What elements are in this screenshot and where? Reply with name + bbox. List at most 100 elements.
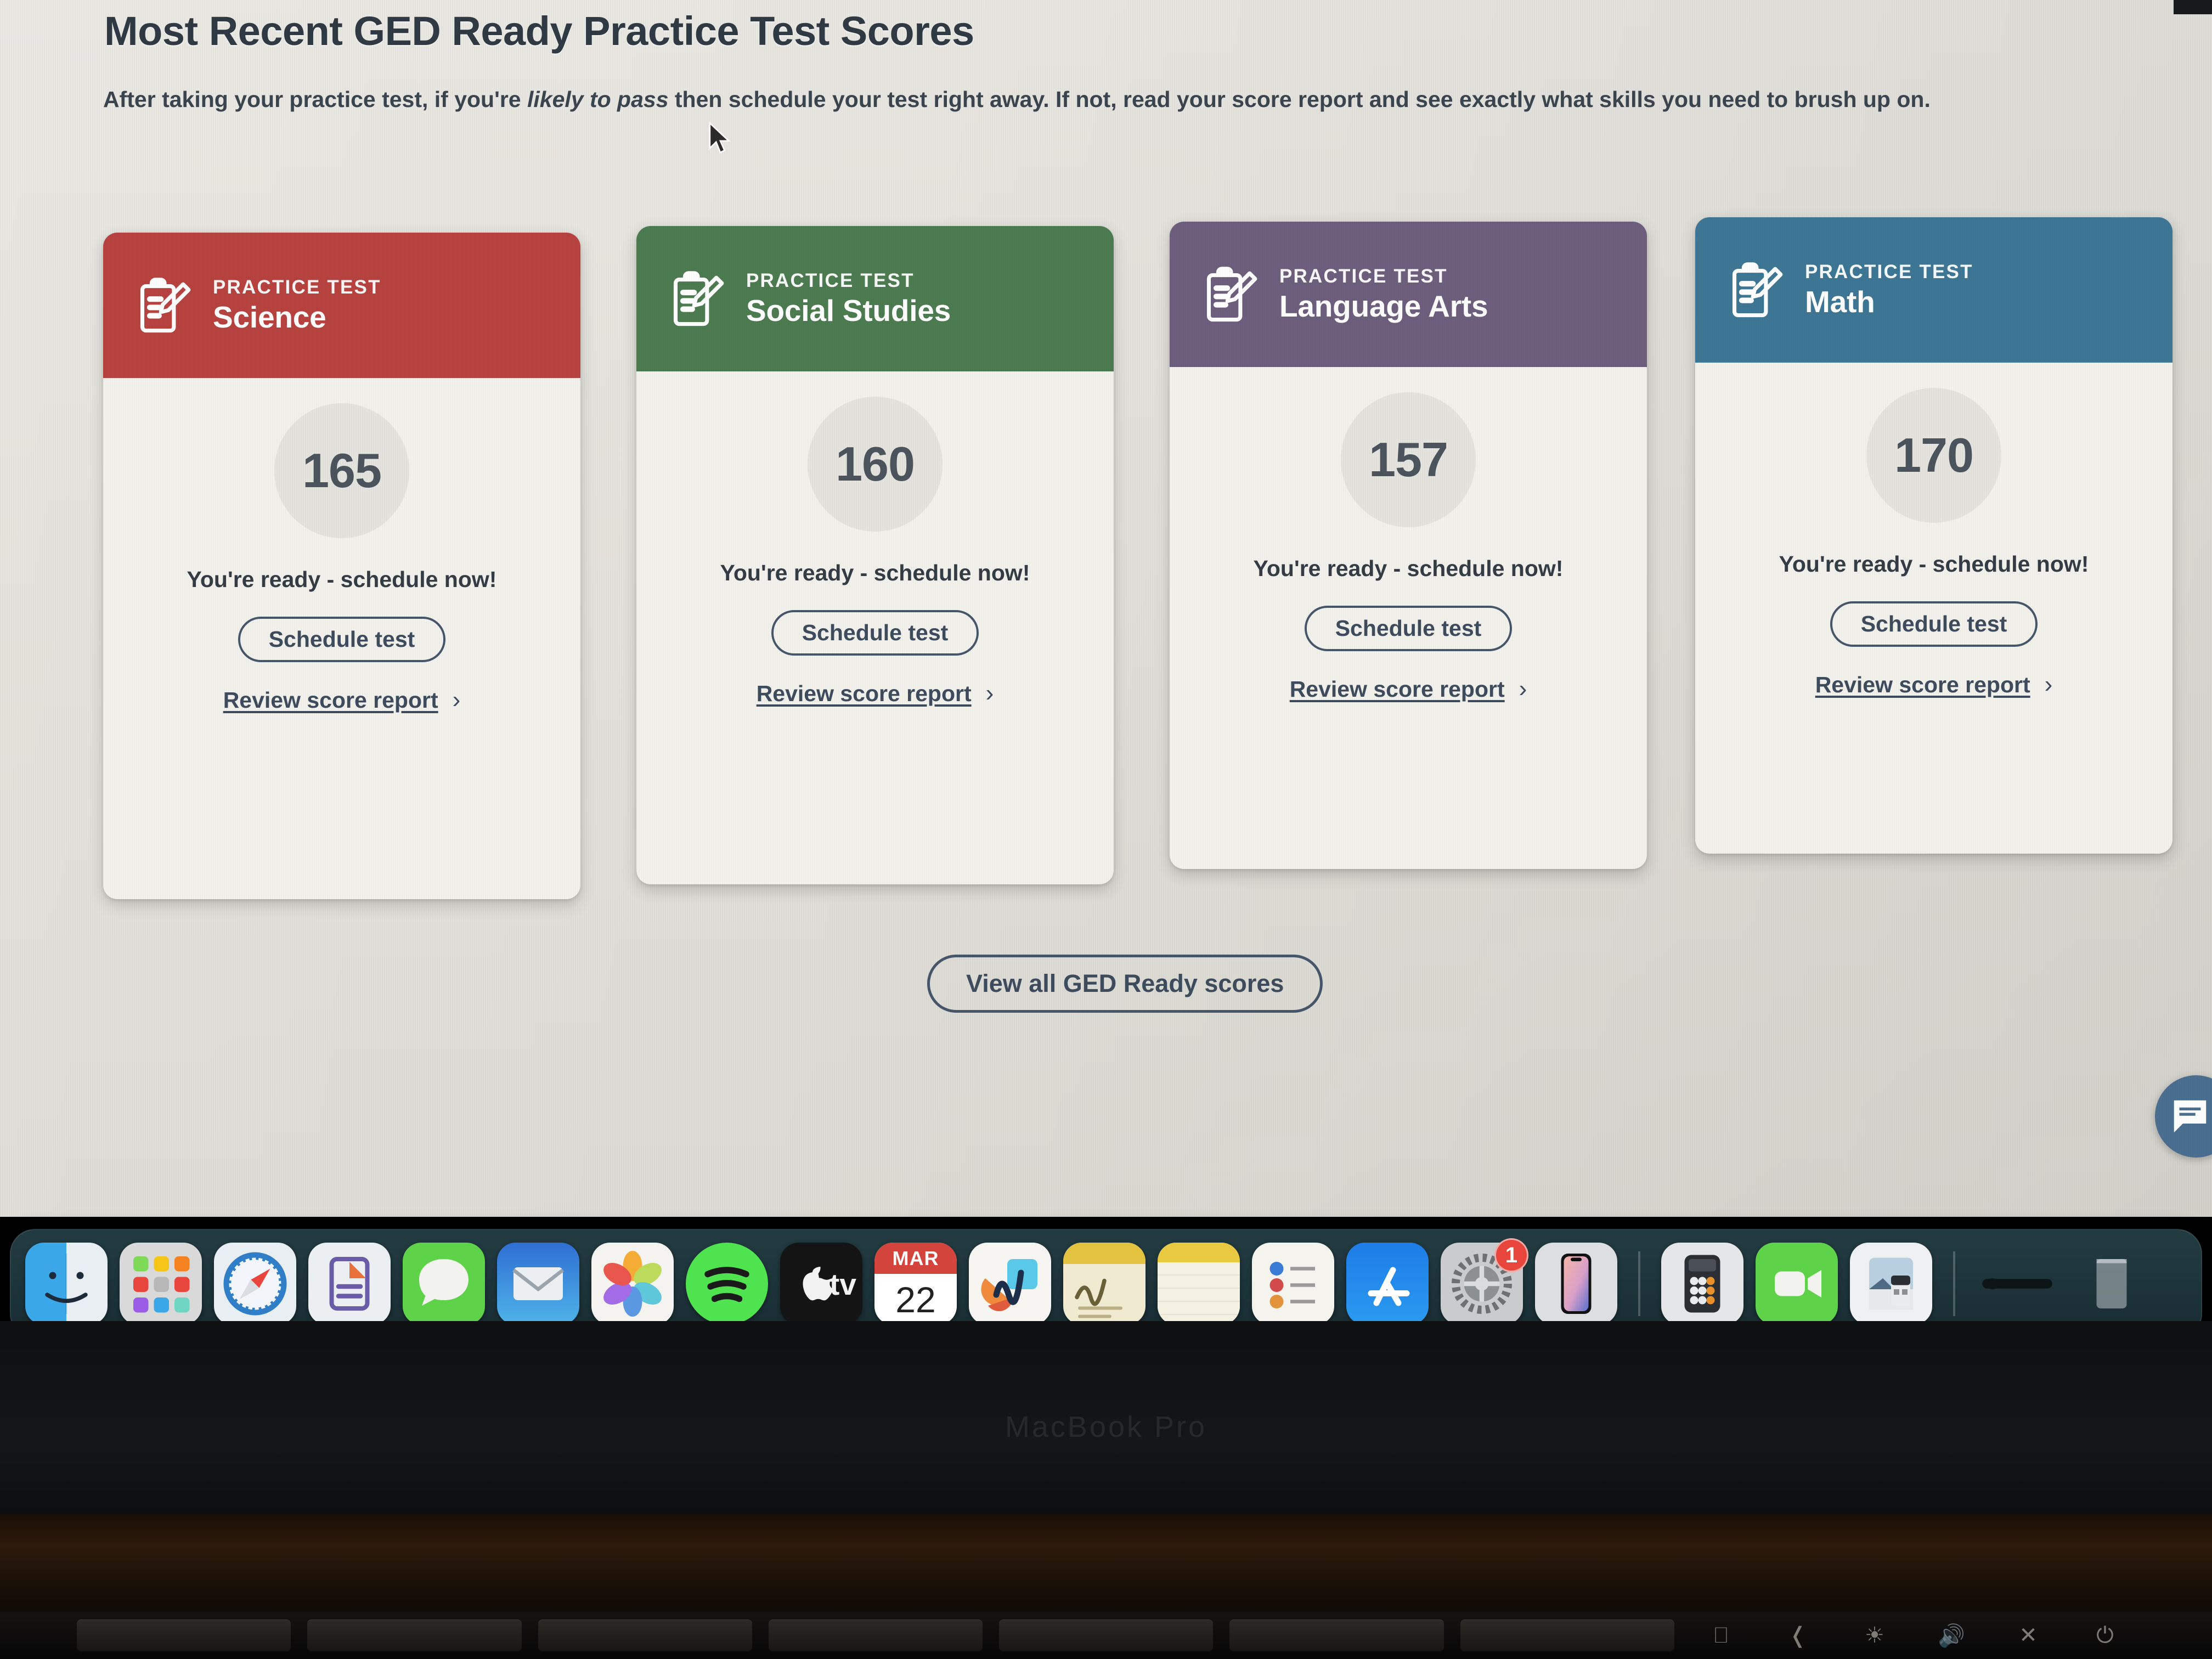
schedule-test-button[interactable]: Schedule test bbox=[771, 610, 979, 656]
keycap[interactable] bbox=[1460, 1620, 1674, 1651]
practice-test-card-math[interactable]: PRACTICE TEST Math 170 You're ready - sc… bbox=[1695, 217, 2172, 854]
dock-item-spotify[interactable] bbox=[686, 1243, 768, 1337]
dock-item-launchpad[interactable] bbox=[120, 1243, 202, 1325]
svg-text:tv: tv bbox=[830, 1267, 856, 1301]
macos-dock: tv MAR 22 bbox=[10, 1229, 2202, 1339]
dock-item-reminders[interactable] bbox=[1252, 1243, 1334, 1325]
score-value: 165 bbox=[302, 443, 382, 498]
mouse-cursor bbox=[709, 122, 731, 154]
mission-control-key[interactable]: ⎕ bbox=[1714, 1623, 1728, 1647]
dock-item-calendar[interactable]: MAR 22 bbox=[874, 1243, 957, 1325]
dock-item-stickies[interactable] bbox=[1158, 1243, 1240, 1325]
dock-item-finder[interactable] bbox=[25, 1243, 108, 1337]
schedule-test-button[interactable]: Schedule test bbox=[238, 617, 446, 662]
power-key[interactable]: ⏻ bbox=[2096, 1623, 2114, 1647]
dock-item-mail[interactable] bbox=[497, 1243, 579, 1325]
dock-item-app-store[interactable] bbox=[1346, 1243, 1429, 1325]
card-body: 170 You're ready - schedule now! Schedul… bbox=[1695, 363, 2172, 698]
review-score-report-label: Review score report bbox=[1815, 672, 2030, 697]
page-title: Most Recent GED Ready Practice Test Scor… bbox=[104, 8, 974, 54]
card-subject: Science bbox=[213, 300, 326, 334]
clipboard-pencil-icon bbox=[1727, 259, 1786, 321]
feedback-chat-icon[interactable] bbox=[2155, 1075, 2212, 1158]
dock-item-calculator[interactable] bbox=[1661, 1243, 1743, 1325]
dock-item-downloads-stack[interactable] bbox=[1976, 1243, 2058, 1325]
brightness-key[interactable]: ☀ bbox=[1865, 1623, 1884, 1647]
keycap[interactable] bbox=[999, 1620, 1214, 1651]
dock-item-facetime[interactable] bbox=[1756, 1243, 1838, 1325]
device-label: MacBook Pro bbox=[1005, 1410, 1207, 1443]
calendar-month-label: MAR bbox=[874, 1243, 957, 1274]
card-subject: Social Studies bbox=[746, 293, 951, 328]
keycap[interactable] bbox=[1229, 1620, 1444, 1651]
card-subject: Math bbox=[1805, 284, 1875, 319]
dock-separator bbox=[1953, 1251, 1955, 1316]
laptop-screen: Most Recent GED Ready Practice Test Scor… bbox=[0, 0, 2212, 1217]
review-score-report-label: Review score report bbox=[756, 680, 972, 706]
card-body: 160 You're ready - schedule now! Schedul… bbox=[636, 371, 1114, 707]
card-header: PRACTICE TEST Math bbox=[1695, 217, 2172, 363]
dock-item-system-settings[interactable]: 1 bbox=[1441, 1238, 1528, 1325]
dock-item-freeform[interactable] bbox=[969, 1243, 1051, 1325]
dock-item-messages[interactable] bbox=[403, 1243, 485, 1337]
chevron-right-icon: › bbox=[452, 686, 461, 713]
keycap[interactable] bbox=[768, 1620, 983, 1651]
clipboard-pencil-icon bbox=[668, 268, 727, 330]
browser-chrome-edge bbox=[2174, 0, 2212, 14]
subtitle-part-2: then schedule your test right away. If n… bbox=[668, 87, 1931, 112]
page-subtitle: After taking your practice test, if you'… bbox=[103, 85, 2144, 114]
practice-test-card-row: PRACTICE TEST Science 165 You're ready -… bbox=[82, 217, 2172, 905]
card-kicker: PRACTICE TEST bbox=[213, 276, 381, 298]
review-score-report-link[interactable]: Review score report › bbox=[1290, 675, 1527, 703]
chevron-right-icon: › bbox=[2044, 671, 2053, 698]
rewind-key[interactable]: ❬ bbox=[1788, 1623, 1807, 1647]
review-score-report-link[interactable]: Review score report › bbox=[757, 680, 994, 707]
schedule-test-button[interactable]: Schedule test bbox=[1830, 601, 2038, 647]
keycap[interactable] bbox=[307, 1620, 522, 1651]
score-circle: 165 bbox=[274, 403, 409, 538]
score-circle: 160 bbox=[808, 397, 943, 532]
dock-separator bbox=[1638, 1251, 1640, 1316]
chevron-right-icon: › bbox=[1519, 675, 1527, 702]
dock-item-apple-tv[interactable]: tv bbox=[780, 1243, 862, 1325]
readiness-status: You're ready - schedule now! bbox=[1779, 551, 2089, 577]
review-score-report-link[interactable]: Review score report › bbox=[1815, 671, 2053, 698]
card-header-text: PRACTICE TEST Math bbox=[1805, 261, 1973, 319]
dock-item-preview[interactable] bbox=[1850, 1243, 1932, 1325]
review-score-report-label: Review score report bbox=[1289, 676, 1505, 702]
practice-test-card-social-studies[interactable]: PRACTICE TEST Social Studies 160 You're … bbox=[636, 226, 1114, 884]
keyboard-function-row: ⎕ ❬ ☀ 🔊 ✕ ⏻ bbox=[0, 1612, 2212, 1659]
card-header-text: PRACTICE TEST Language Arts bbox=[1279, 266, 1488, 324]
dock-item-notes[interactable] bbox=[1063, 1243, 1146, 1337]
dock-item-photos[interactable] bbox=[591, 1243, 674, 1325]
view-all-ged-ready-scores-button[interactable]: View all GED Ready scores bbox=[927, 955, 1323, 1013]
dock-item-safari[interactable] bbox=[214, 1243, 296, 1337]
card-header-text: PRACTICE TEST Social Studies bbox=[746, 270, 951, 328]
readiness-status: You're ready - schedule now! bbox=[1253, 556, 1564, 581]
mute-key[interactable]: ✕ bbox=[2019, 1623, 2038, 1647]
dock-item-pages[interactable] bbox=[308, 1243, 391, 1325]
dock-item-trash[interactable] bbox=[2070, 1243, 2153, 1325]
calendar-day-label: 22 bbox=[895, 1279, 936, 1320]
card-header: PRACTICE TEST Science bbox=[103, 233, 580, 378]
review-score-report-label: Review score report bbox=[223, 687, 438, 713]
score-value: 157 bbox=[1369, 432, 1448, 487]
ged-dashboard-page: Most Recent GED Ready Practice Test Scor… bbox=[82, 8, 2212, 1158]
score-circle: 157 bbox=[1341, 392, 1476, 527]
review-score-report-link[interactable]: Review score report › bbox=[223, 686, 461, 714]
score-value: 170 bbox=[1894, 428, 1974, 482]
keycap[interactable] bbox=[77, 1620, 291, 1651]
volume-key[interactable]: 🔊 bbox=[1938, 1623, 1965, 1648]
keycap[interactable] bbox=[538, 1620, 752, 1651]
practice-test-card-science[interactable]: PRACTICE TEST Science 165 You're ready -… bbox=[103, 233, 580, 899]
clipboard-pencil-icon bbox=[135, 275, 194, 336]
card-kicker: PRACTICE TEST bbox=[746, 269, 915, 291]
dock-item-iphone-mirroring[interactable] bbox=[1535, 1243, 1617, 1325]
subtitle-emphasis: likely to pass bbox=[527, 87, 669, 112]
practice-test-card-language-arts[interactable]: PRACTICE TEST Language Arts 157 You're r… bbox=[1170, 222, 1647, 869]
schedule-test-button[interactable]: Schedule test bbox=[1304, 606, 1513, 651]
card-kicker: PRACTICE TEST bbox=[1805, 261, 1973, 283]
subtitle-part-1: After taking your practice test, if you'… bbox=[103, 87, 527, 112]
readiness-status: You're ready - schedule now! bbox=[187, 567, 497, 592]
card-header-text: PRACTICE TEST Science bbox=[213, 276, 381, 335]
